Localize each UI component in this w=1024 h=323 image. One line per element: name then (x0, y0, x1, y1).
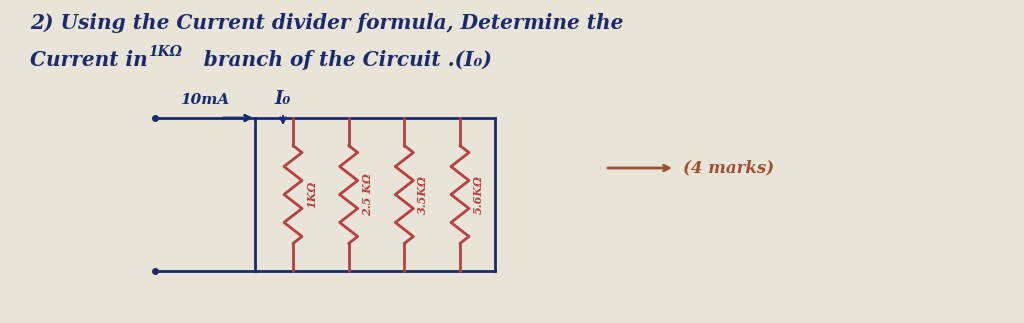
Text: 1KΩ: 1KΩ (148, 45, 182, 59)
Text: I₀: I₀ (274, 90, 291, 108)
Text: 3.5KΩ: 3.5KΩ (418, 175, 428, 214)
Text: 2.5 KΩ: 2.5 KΩ (361, 173, 373, 216)
Text: 5.6KΩ: 5.6KΩ (473, 175, 484, 214)
Text: 2) Using the Current divider formula, Determine the: 2) Using the Current divider formula, De… (30, 13, 624, 33)
Text: Current in        branch of the Circuit .(I₀): Current in branch of the Circuit .(I₀) (30, 50, 492, 70)
Text: 10mA: 10mA (180, 93, 229, 107)
Text: (4 marks): (4 marks) (683, 160, 774, 176)
Text: 1KΩ: 1KΩ (306, 181, 317, 208)
